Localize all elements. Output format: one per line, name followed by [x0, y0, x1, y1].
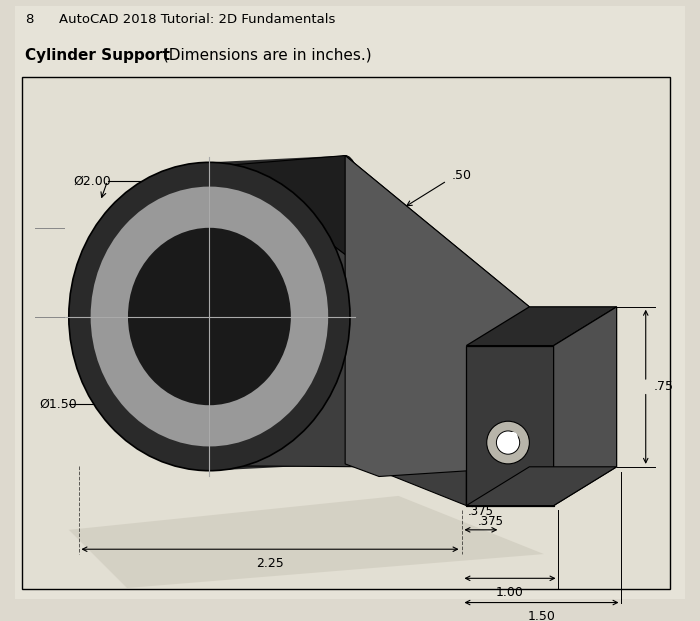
Polygon shape: [554, 307, 617, 505]
Text: .375: .375: [468, 505, 494, 519]
Text: .75: .75: [654, 380, 673, 393]
FancyBboxPatch shape: [22, 77, 670, 589]
Text: 2.25: 2.25: [256, 556, 284, 569]
Polygon shape: [204, 155, 529, 346]
Text: 8: 8: [25, 12, 34, 25]
Text: 1.50: 1.50: [528, 610, 555, 621]
Polygon shape: [229, 167, 466, 505]
Polygon shape: [466, 346, 554, 505]
Ellipse shape: [90, 186, 328, 446]
Polygon shape: [466, 467, 617, 505]
Circle shape: [508, 432, 518, 442]
Text: .375: .375: [477, 515, 503, 528]
Ellipse shape: [316, 155, 375, 464]
Text: Cylinder Support: Cylinder Support: [25, 48, 170, 63]
Ellipse shape: [69, 162, 350, 471]
Ellipse shape: [128, 228, 291, 406]
Polygon shape: [69, 496, 544, 588]
Text: 1.00: 1.00: [496, 586, 524, 599]
Text: Ø.25: Ø.25: [551, 368, 579, 381]
Text: .50: .50: [452, 170, 472, 183]
Polygon shape: [209, 155, 345, 471]
Polygon shape: [345, 155, 529, 476]
Text: Ø1.50: Ø1.50: [40, 397, 78, 410]
FancyBboxPatch shape: [15, 6, 685, 599]
Text: AutoCAD 2018 Tutorial: 2D Fundamentals: AutoCAD 2018 Tutorial: 2D Fundamentals: [59, 12, 335, 25]
Text: Ø2.00: Ø2.00: [74, 175, 111, 188]
Text: .75: .75: [566, 460, 584, 473]
Circle shape: [486, 421, 529, 464]
Circle shape: [496, 431, 519, 454]
Text: (Dimensions are in inches.): (Dimensions are in inches.): [158, 48, 372, 63]
Polygon shape: [466, 307, 617, 346]
